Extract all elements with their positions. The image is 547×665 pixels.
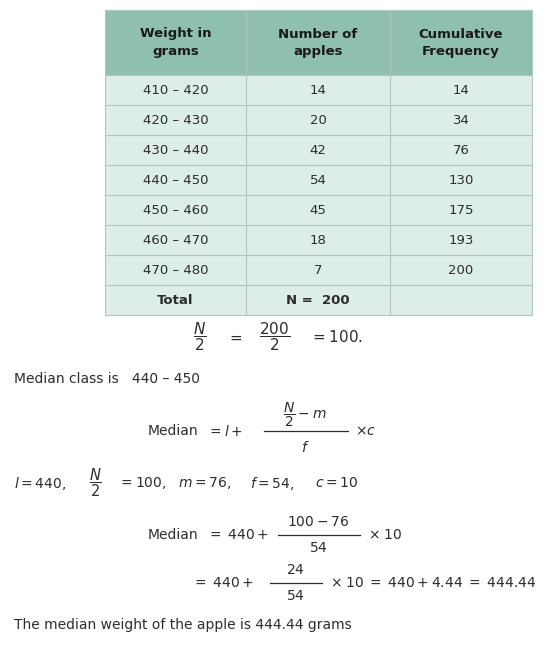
Text: $=\;440+$: $=\;440+$	[207, 528, 269, 542]
Text: Number of
apples: Number of apples	[278, 27, 358, 57]
Bar	[105, 105, 532, 135]
Text: $100-76$: $100-76$	[287, 515, 349, 529]
Bar	[105, 255, 532, 285]
Text: 20: 20	[310, 114, 327, 126]
Text: 193: 193	[449, 233, 474, 247]
Text: 54: 54	[310, 174, 327, 186]
Text: Total: Total	[157, 293, 194, 307]
Text: 7: 7	[314, 263, 322, 277]
Bar	[105, 75, 532, 105]
Bar	[105, 285, 532, 315]
Text: $54$: $54$	[309, 541, 328, 555]
Text: $\dfrac{N}{2}$: $\dfrac{N}{2}$	[193, 321, 207, 353]
Text: 76: 76	[452, 144, 469, 156]
Text: 200: 200	[449, 263, 474, 277]
Text: 34: 34	[452, 114, 469, 126]
Text: 42: 42	[310, 144, 327, 156]
Text: $\dfrac{N}{2}$: $\dfrac{N}{2}$	[89, 467, 102, 499]
Text: Cumulative
Frequency: Cumulative Frequency	[419, 27, 503, 57]
Text: $=$: $=$	[227, 329, 243, 344]
Text: $\dfrac{N}{2}-m$: $\dfrac{N}{2}-m$	[283, 401, 327, 429]
Text: $\times\;10$: $\times\;10$	[368, 528, 402, 542]
Text: $= 100.$: $= 100.$	[310, 329, 363, 345]
Bar	[105, 135, 532, 165]
Text: Median class is   440 – 450: Median class is 440 – 450	[14, 372, 200, 386]
Text: $24$: $24$	[286, 563, 305, 577]
Text: 440 – 450: 440 – 450	[143, 174, 208, 186]
Text: $\times\;10\;=\;440+4.44\;=\;444.44$: $\times\;10\;=\;440+4.44\;=\;444.44$	[330, 576, 536, 590]
Text: 450 – 460: 450 – 460	[143, 203, 208, 217]
Text: $\times c$: $\times c$	[355, 424, 376, 438]
Text: $f = 54,$: $f = 54,$	[250, 475, 295, 491]
Text: 175: 175	[448, 203, 474, 217]
Text: Median: Median	[148, 528, 199, 542]
Text: 14: 14	[452, 84, 469, 96]
Text: 470 – 480: 470 – 480	[143, 263, 208, 277]
Text: Median: Median	[148, 424, 199, 438]
Bar	[105, 225, 532, 255]
Bar	[105, 165, 532, 195]
Text: $l=440,$: $l=440,$	[14, 475, 66, 491]
Text: 130: 130	[449, 174, 474, 186]
Text: 420 – 430: 420 – 430	[143, 114, 208, 126]
Text: N =  200: N = 200	[286, 293, 350, 307]
Text: 18: 18	[310, 233, 327, 247]
Text: $m = 76,$: $m = 76,$	[178, 475, 231, 491]
Text: $54$: $54$	[286, 589, 305, 603]
Text: Weight in
grams: Weight in grams	[139, 27, 211, 57]
Text: 430 – 440: 430 – 440	[143, 144, 208, 156]
Text: 45: 45	[310, 203, 327, 217]
Text: 460 – 470: 460 – 470	[143, 233, 208, 247]
Text: 410 – 420: 410 – 420	[143, 84, 208, 96]
Text: The median weight of the apple is 444.44 grams: The median weight of the apple is 444.44…	[14, 618, 352, 632]
Text: $=\;440+$: $=\;440+$	[192, 576, 254, 590]
Text: 14: 14	[310, 84, 327, 96]
Text: $c = 10$: $c = 10$	[315, 476, 358, 490]
Bar	[105, 10, 532, 75]
Text: $= 100,$: $= 100,$	[118, 475, 166, 491]
Bar	[105, 195, 532, 225]
Text: $\dfrac{200}{2}$: $\dfrac{200}{2}$	[259, 321, 290, 353]
Text: $f$: $f$	[301, 440, 309, 454]
Text: $=l+$: $=l+$	[207, 424, 243, 438]
